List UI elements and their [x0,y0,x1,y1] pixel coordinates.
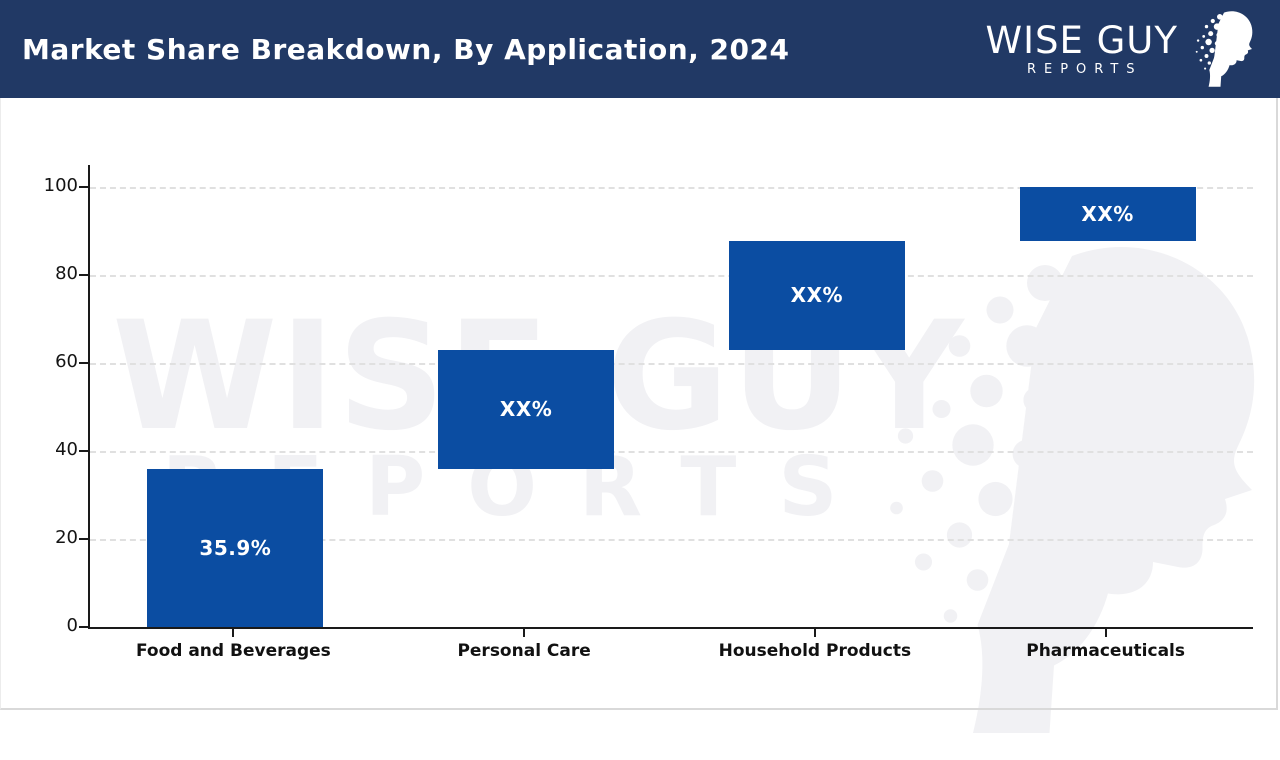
bar-value-label: XX% [790,283,844,308]
y-axis-tick-mark [79,274,88,276]
y-axis-tick-label: 80 [55,263,78,284]
x-axis-tick-mark [813,629,816,637]
header-bar: Market Share Breakdown, By Application, … [0,0,1280,98]
y-axis-tick-label: 100 [43,175,78,196]
gridline [90,275,1253,277]
chart-area: WISE GUY REPORTS 35.9% XX% XX% XX% 0 20 40 60 8… [0,98,1280,733]
plot-area: 35.9% XX% XX% XX% [88,165,1253,629]
gridline [90,187,1253,189]
bar-segment: XX% [728,241,905,350]
x-axis-tick-mark [1104,629,1107,637]
bar-segment: XX% [1019,187,1196,242]
y-axis-tick-label: 40 [55,439,78,460]
bar-value-label: XX% [1081,202,1134,227]
x-axis-category-label: Household Products [718,641,912,661]
y-axis-tick-mark [79,626,88,628]
x-axis-category-label: Personal Care [457,641,591,661]
y-axis-tick-label: 60 [55,351,78,372]
x-axis-category-label: Pharmaceuticals [1026,641,1186,661]
bar-value-label: 35.9% [199,536,272,560]
bar-segment: 35.9% [147,469,324,627]
gridline [90,363,1253,365]
x-axis-tick-mark [523,629,526,637]
logo-text: WISE GUY REPORTS [986,22,1178,76]
logo-wordmark: WISE GUY [985,19,1178,62]
page-title: Market Share Breakdown, By Application, … [22,32,790,66]
y-axis-tick-label: 0 [66,615,78,636]
gridline [90,539,1253,541]
bar-segment: XX% [438,349,615,470]
y-axis-tick-mark [79,362,88,364]
bar-value-label: XX% [499,397,553,422]
y-axis-tick-label: 20 [55,527,78,548]
y-axis-tick-mark [79,538,88,540]
wise-guy-logo: WISE GUY REPORTS [986,7,1266,91]
logo-subtitle: REPORTS [1026,62,1143,77]
x-axis-category-label: Food and Beverages [135,641,331,661]
wiseguy-face-icon [1195,11,1253,87]
y-axis-tick-mark [79,450,88,452]
gridline [90,451,1253,453]
x-axis-tick-mark [232,629,235,637]
y-axis-tick-mark [79,186,88,188]
watermark-face-icon [890,247,1255,733]
